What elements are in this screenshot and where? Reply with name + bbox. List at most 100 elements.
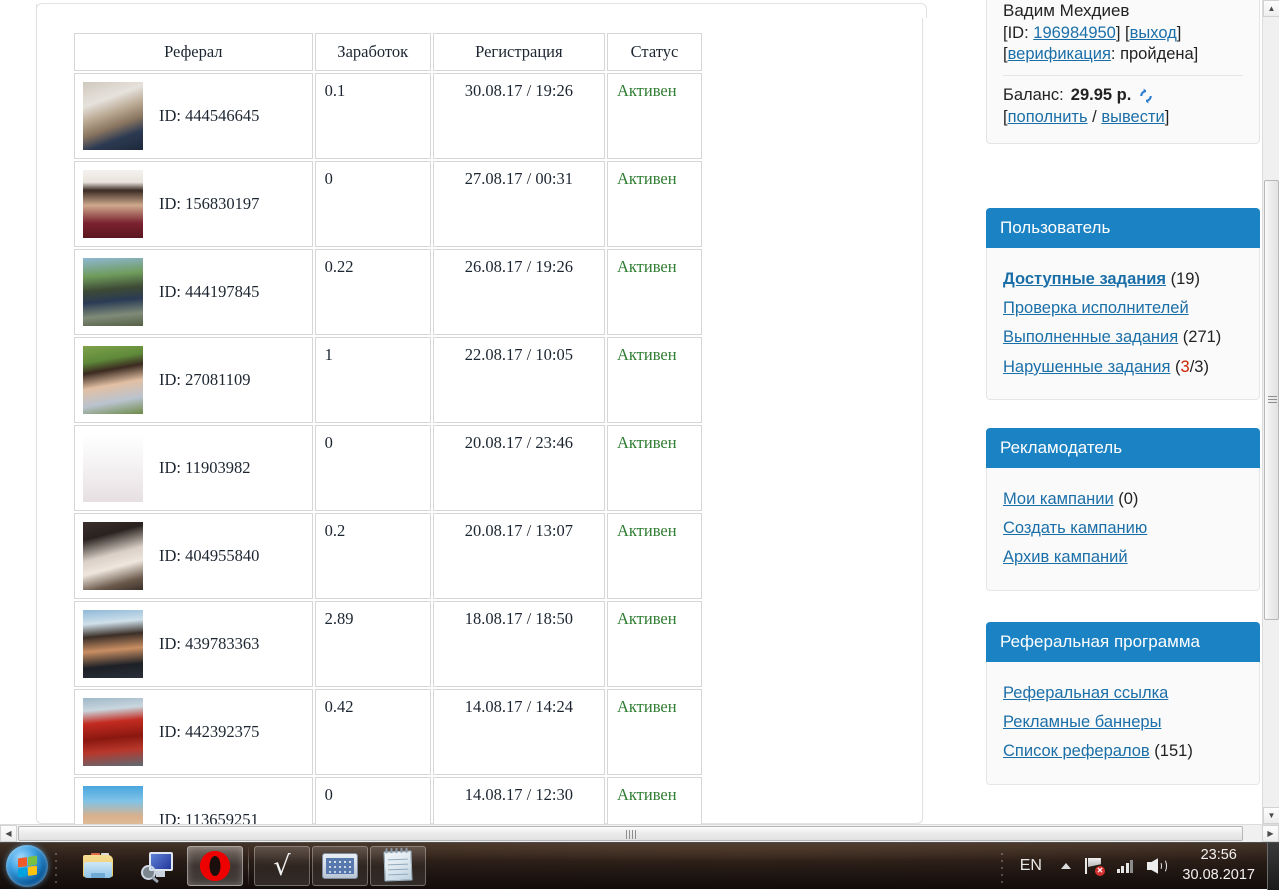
sidebar-link[interactable]: Архив кампаний xyxy=(1003,548,1128,566)
sidebar-link[interactable]: Нарушенные задания xyxy=(1003,358,1170,376)
taskbar-separator xyxy=(248,847,249,885)
logout-link[interactable]: выход xyxy=(1130,24,1177,42)
volume-icon[interactable] xyxy=(1147,858,1167,874)
avatar xyxy=(83,434,143,502)
column-header-registration: Регистрация xyxy=(433,33,605,71)
language-indicator[interactable]: EN xyxy=(1020,857,1042,875)
balance-value: 29.95 р. xyxy=(1071,86,1132,105)
folder-icon xyxy=(83,853,115,879)
withdraw-link[interactable]: вывести xyxy=(1101,108,1164,126)
sidebar-link[interactable]: Мои кампании xyxy=(1003,490,1114,508)
referral-id: ID: 444546645 xyxy=(159,106,259,126)
vertical-scrollbar[interactable]: ▲ ▼ xyxy=(1262,0,1279,824)
verification-link[interactable]: верификация xyxy=(1008,45,1111,63)
scrollbar-grip-icon xyxy=(1268,396,1277,404)
network-flag-icon: ✕ xyxy=(1085,858,1103,874)
taskbar-item-explorer[interactable] xyxy=(71,846,127,886)
cell-status: Активен xyxy=(607,513,702,599)
referral-id: ID: 27081109 xyxy=(159,370,251,390)
cell-status: Активен xyxy=(607,689,702,775)
link-count: (19) xyxy=(1171,270,1200,288)
horizontal-scrollbar-thumb[interactable] xyxy=(18,826,1243,841)
scrollbar-grip-icon xyxy=(626,830,636,839)
taskbar-item-checkmark-app[interactable]: √ xyxy=(254,846,310,886)
taskbar: √ EN ✕ 23:56 30.08.2017 xyxy=(0,842,1279,889)
topup-link[interactable]: пополнить xyxy=(1008,108,1088,126)
avatar xyxy=(83,170,143,238)
keyboard-icon xyxy=(322,853,358,879)
refresh-balance-icon[interactable] xyxy=(1138,88,1154,104)
logout-suffix: ] xyxy=(1177,24,1182,42)
cell-referral: ID: 442392375 xyxy=(74,689,313,775)
sidebar-link-row: Архив кампаний xyxy=(1003,546,1243,569)
cell-registration: 22.08.17 / 10:05 xyxy=(433,337,605,423)
scroll-up-arrow-icon[interactable]: ▲ xyxy=(1263,0,1279,17)
scroll-right-arrow-icon[interactable]: ▶ xyxy=(1262,825,1279,842)
start-button[interactable] xyxy=(6,845,48,887)
sidebar-link[interactable]: Доступные задания xyxy=(1003,270,1166,288)
link-count: (3/3) xyxy=(1175,358,1209,376)
clock-date: 30.08.2017 xyxy=(1182,866,1255,886)
sidebar-link[interactable]: Проверка исполнителей xyxy=(1003,299,1189,317)
cell-referral: ID: 404955840 xyxy=(74,513,313,599)
horizontal-scrollbar[interactable]: ◀ ▶ xyxy=(0,824,1279,842)
signal-bars-icon xyxy=(1117,859,1134,873)
sidebar-link[interactable]: Реферальная ссылка xyxy=(1003,684,1168,702)
panel-title: Реферальная программа xyxy=(986,622,1260,662)
referral-id: ID: 442392375 xyxy=(159,722,259,742)
sidebar-link[interactable]: Рекламные баннеры xyxy=(1003,713,1161,731)
sidebar-link-row: Список рефералов (151) xyxy=(1003,740,1243,763)
show-hidden-icons-button[interactable] xyxy=(1061,863,1071,869)
taskbar-item-keyboard[interactable] xyxy=(312,846,368,886)
account-id-link[interactable]: 196984950 xyxy=(1033,24,1116,42)
taskbar-item-notepad[interactable] xyxy=(370,846,426,886)
actions-close-bracket: ] xyxy=(1165,108,1170,126)
cell-earnings: 0.42 xyxy=(315,689,431,775)
account-id-suffix: ] [ xyxy=(1116,24,1130,42)
taskbar-item-opera[interactable] xyxy=(187,846,243,886)
cell-status: Активен xyxy=(607,249,702,335)
cell-referral: ID: 444546645 xyxy=(74,73,313,159)
account-id-line: [ID: 196984950] [выход] xyxy=(1003,24,1243,43)
cell-status: Активен xyxy=(607,73,702,159)
chevron-up-icon xyxy=(1061,863,1071,869)
scroll-left-arrow-icon[interactable]: ◀ xyxy=(0,825,17,842)
sidebar-panel-2: Рекламодатель Мои кампании (0) Создать кам… xyxy=(986,428,1260,591)
opera-browser-icon xyxy=(200,851,230,881)
balance-label: Баланс: xyxy=(1003,86,1064,105)
avatar xyxy=(83,346,143,414)
taskbar-grip-handle[interactable] xyxy=(54,849,64,883)
account-divider xyxy=(1003,75,1243,76)
scroll-down-arrow-icon[interactable]: ▼ xyxy=(1263,807,1279,824)
sidebar-link-row: Создать кампанию xyxy=(1003,517,1243,540)
sidebar-link[interactable]: Список рефералов xyxy=(1003,742,1150,760)
sidebar-link[interactable]: Создать кампанию xyxy=(1003,519,1147,537)
panel-title: Рекламодатель xyxy=(986,428,1260,468)
cell-status: Активен xyxy=(607,161,702,247)
main-content-card: Реферал Заработок Регистрация Статус ID:… xyxy=(36,4,923,824)
sidebar-link-row: Мои кампании (0) xyxy=(1003,488,1243,511)
cell-status: Активен xyxy=(607,425,702,511)
clock[interactable]: 23:56 30.08.2017 xyxy=(1182,846,1255,885)
account-block: Вадим Мехдиев [ID: 196984950] [выход] [в… xyxy=(986,0,1260,144)
tray-grip-handle[interactable] xyxy=(1000,849,1010,883)
account-verification-line: [верификация: пройдена] xyxy=(1003,45,1243,64)
signal-strength-icon[interactable] xyxy=(1117,859,1134,873)
vertical-scrollbar-thumb[interactable] xyxy=(1264,180,1279,620)
sidebar-link[interactable]: Выполненные задания xyxy=(1003,328,1178,346)
show-desktop-button[interactable] xyxy=(1267,843,1279,890)
system-tray: EN ✕ 23:56 30.08.2017 xyxy=(994,843,1279,890)
network-status-icon[interactable]: ✕ xyxy=(1085,858,1103,874)
taskbar-item-computer[interactable] xyxy=(129,846,185,886)
account-id-prefix: [ID: xyxy=(1003,24,1033,42)
verification-status: : пройдена] xyxy=(1111,45,1198,63)
browser-viewport: Реферал Заработок Регистрация Статус ID:… xyxy=(0,0,1279,842)
cell-referral: ID: 11903982 xyxy=(74,425,313,511)
cell-referral: ID: 156830197 xyxy=(74,161,313,247)
cell-earnings: 0.2 xyxy=(315,513,431,599)
